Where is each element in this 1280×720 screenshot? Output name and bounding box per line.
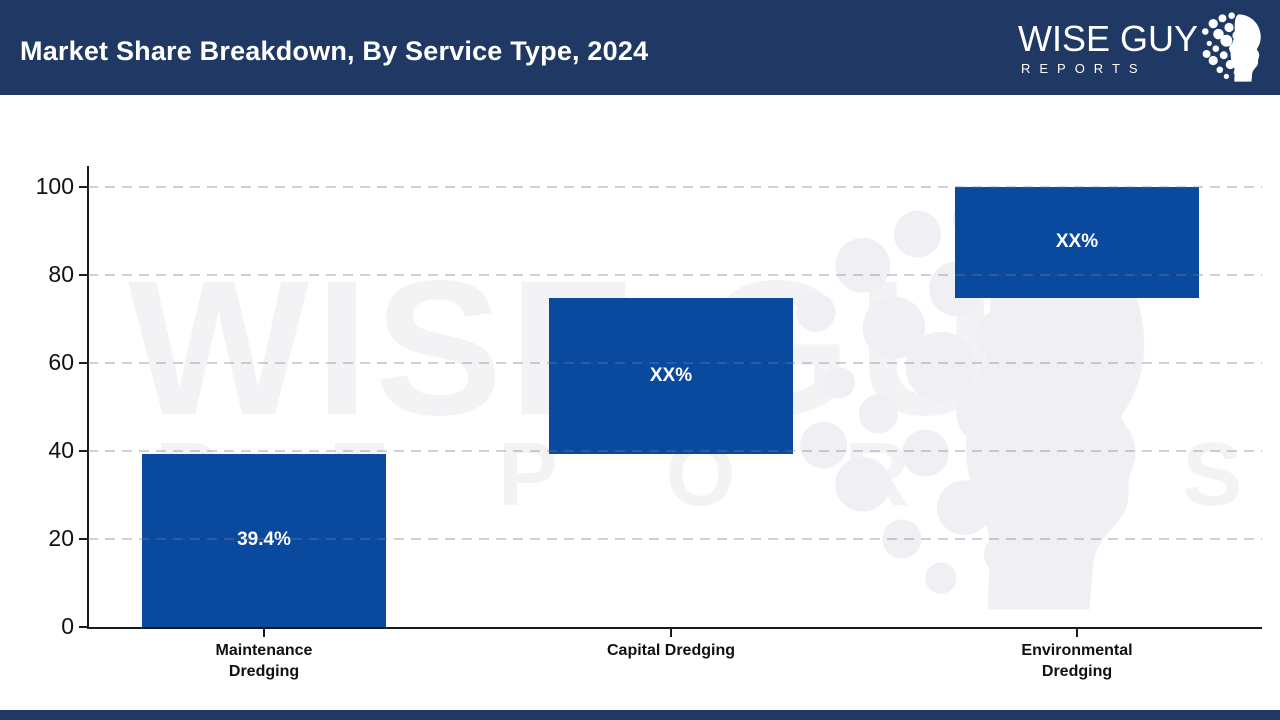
- y-tick-mark: [79, 450, 88, 452]
- y-axis-line: [87, 166, 89, 629]
- x-tick-mark: [1076, 629, 1078, 637]
- y-tick-mark: [79, 626, 88, 628]
- y-tick-label: 80: [48, 261, 74, 287]
- y-tick-label: 20: [48, 525, 74, 551]
- y-tick-label: 60: [48, 349, 74, 375]
- brand-logo: WISE GUY REPORTS: [1018, 8, 1266, 88]
- page-title: Market Share Breakdown, By Service Type,…: [20, 36, 649, 66]
- bar-value-label: XX%: [649, 364, 693, 386]
- bar-value-label: XX%: [1055, 231, 1099, 253]
- header-band: Market Share Breakdown, By Service Type,…: [0, 0, 1280, 95]
- x-category-label: Maintenance Dredging: [215, 642, 313, 680]
- brand-subtitle: REPORTS: [1020, 61, 1147, 76]
- footer-band: [0, 710, 1280, 720]
- brand-face-icon: [1201, 12, 1261, 82]
- y-tick-mark: [79, 538, 88, 540]
- y-tick-mark: [79, 274, 88, 276]
- brand-logo-text: WISE GUY REPORTS: [1017, 18, 1198, 77]
- x-axis-line: [87, 627, 1262, 629]
- gridline: [88, 450, 1262, 452]
- bar-value-label: 39.4%: [237, 529, 291, 551]
- gridline: [88, 538, 1262, 540]
- gridline: [88, 274, 1262, 276]
- bar-segment: XX%: [955, 187, 1199, 298]
- gridline: [88, 186, 1262, 188]
- y-tick-label: 0: [61, 613, 74, 639]
- y-tick-label: 40: [48, 437, 74, 463]
- bar-segment: 39.4%: [142, 453, 386, 627]
- y-tick-mark: [79, 362, 88, 364]
- watermark-face-icon: [796, 198, 1145, 610]
- y-tick-label: 100: [35, 173, 74, 199]
- bar-segment: XX%: [549, 297, 793, 454]
- x-tick-mark: [263, 629, 265, 637]
- x-tick-mark: [670, 629, 672, 637]
- brand-name: WISE GUY: [1017, 18, 1198, 59]
- x-category-label: Capital Dredging: [606, 642, 735, 659]
- y-tick-mark: [79, 186, 88, 188]
- x-category-label: Environmental Dredging: [1021, 642, 1133, 680]
- gridline: [88, 362, 1262, 364]
